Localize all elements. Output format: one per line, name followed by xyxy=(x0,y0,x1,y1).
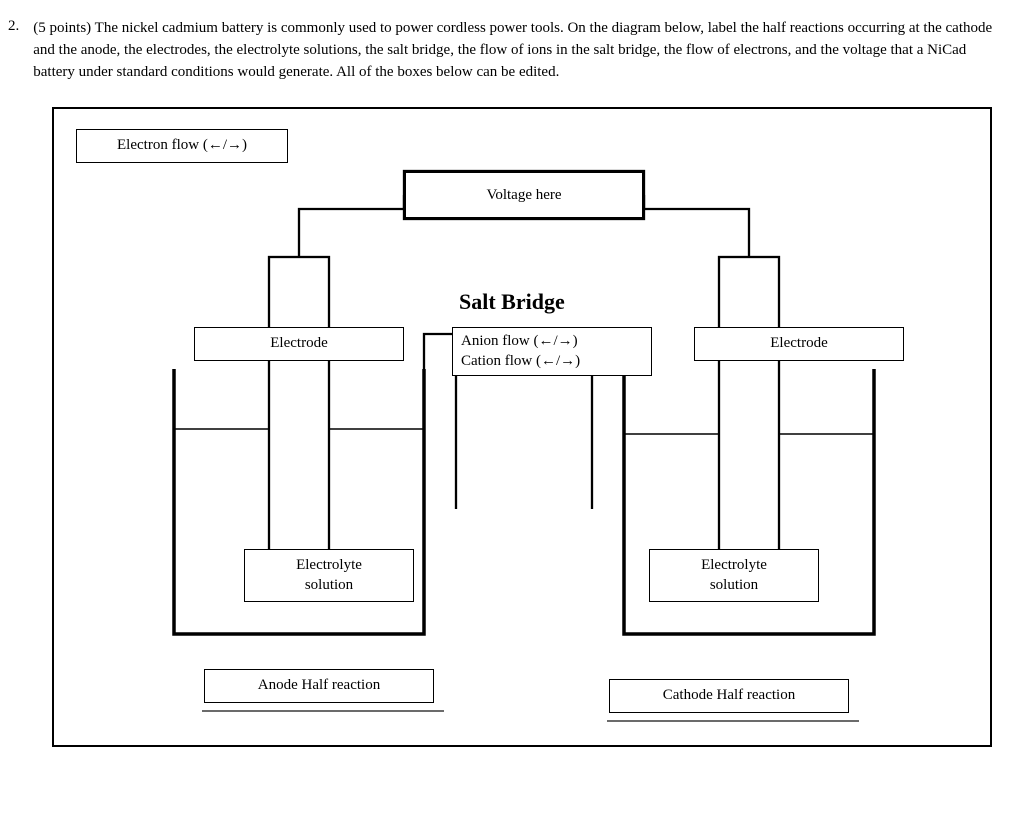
cation-flow-label: Cation flow (←/→) xyxy=(461,352,643,372)
ion-flow-box[interactable]: Anion flow (←/→) Cation flow (←/→) xyxy=(452,327,652,376)
question-number: 2. xyxy=(8,18,19,35)
voltage-label: Voltage here xyxy=(486,186,561,206)
anode-half-label: Anode Half reaction xyxy=(258,677,380,693)
electrolyte-left-l2: solution xyxy=(255,576,403,596)
voltage-box[interactable]: Voltage here xyxy=(404,171,644,219)
electrolyte-right-l2: solution xyxy=(660,576,808,596)
anode-half-box[interactable]: Anode Half reaction xyxy=(204,669,434,703)
question-header: 2. (5 points) The nickel cadmium battery… xyxy=(8,18,1008,83)
points-label: (5 points) xyxy=(33,20,94,36)
cathode-half-label: Cathode Half reaction xyxy=(663,687,795,703)
electron-flow-label: Electron flow (←/→) xyxy=(117,137,247,153)
diagram-frame: Electron flow (←/→) Voltage here Salt Br… xyxy=(52,107,992,747)
electrode-right-box[interactable]: Electrode xyxy=(694,327,904,361)
anion-flow-label: Anion flow (←/→) xyxy=(461,332,643,352)
electrolyte-right-l1: Electrolyte xyxy=(660,556,808,576)
electrolyte-left-box[interactable]: Electrolyte solution xyxy=(244,549,414,602)
electrode-left-box[interactable]: Electrode xyxy=(194,327,404,361)
electrode-right-label: Electrode xyxy=(770,335,827,351)
electrolyte-right-box[interactable]: Electrolyte solution xyxy=(649,549,819,602)
cathode-half-box[interactable]: Cathode Half reaction xyxy=(609,679,849,713)
electron-flow-box[interactable]: Electron flow (←/→) xyxy=(76,129,288,163)
salt-bridge-title: Salt Bridge xyxy=(459,289,565,315)
question-body: The nickel cadmium battery is commonly u… xyxy=(33,20,992,80)
electrode-left-label: Electrode xyxy=(270,335,327,351)
electrolyte-left-l1: Electrolyte xyxy=(255,556,403,576)
question-text: (5 points) The nickel cadmium battery is… xyxy=(33,18,1008,83)
